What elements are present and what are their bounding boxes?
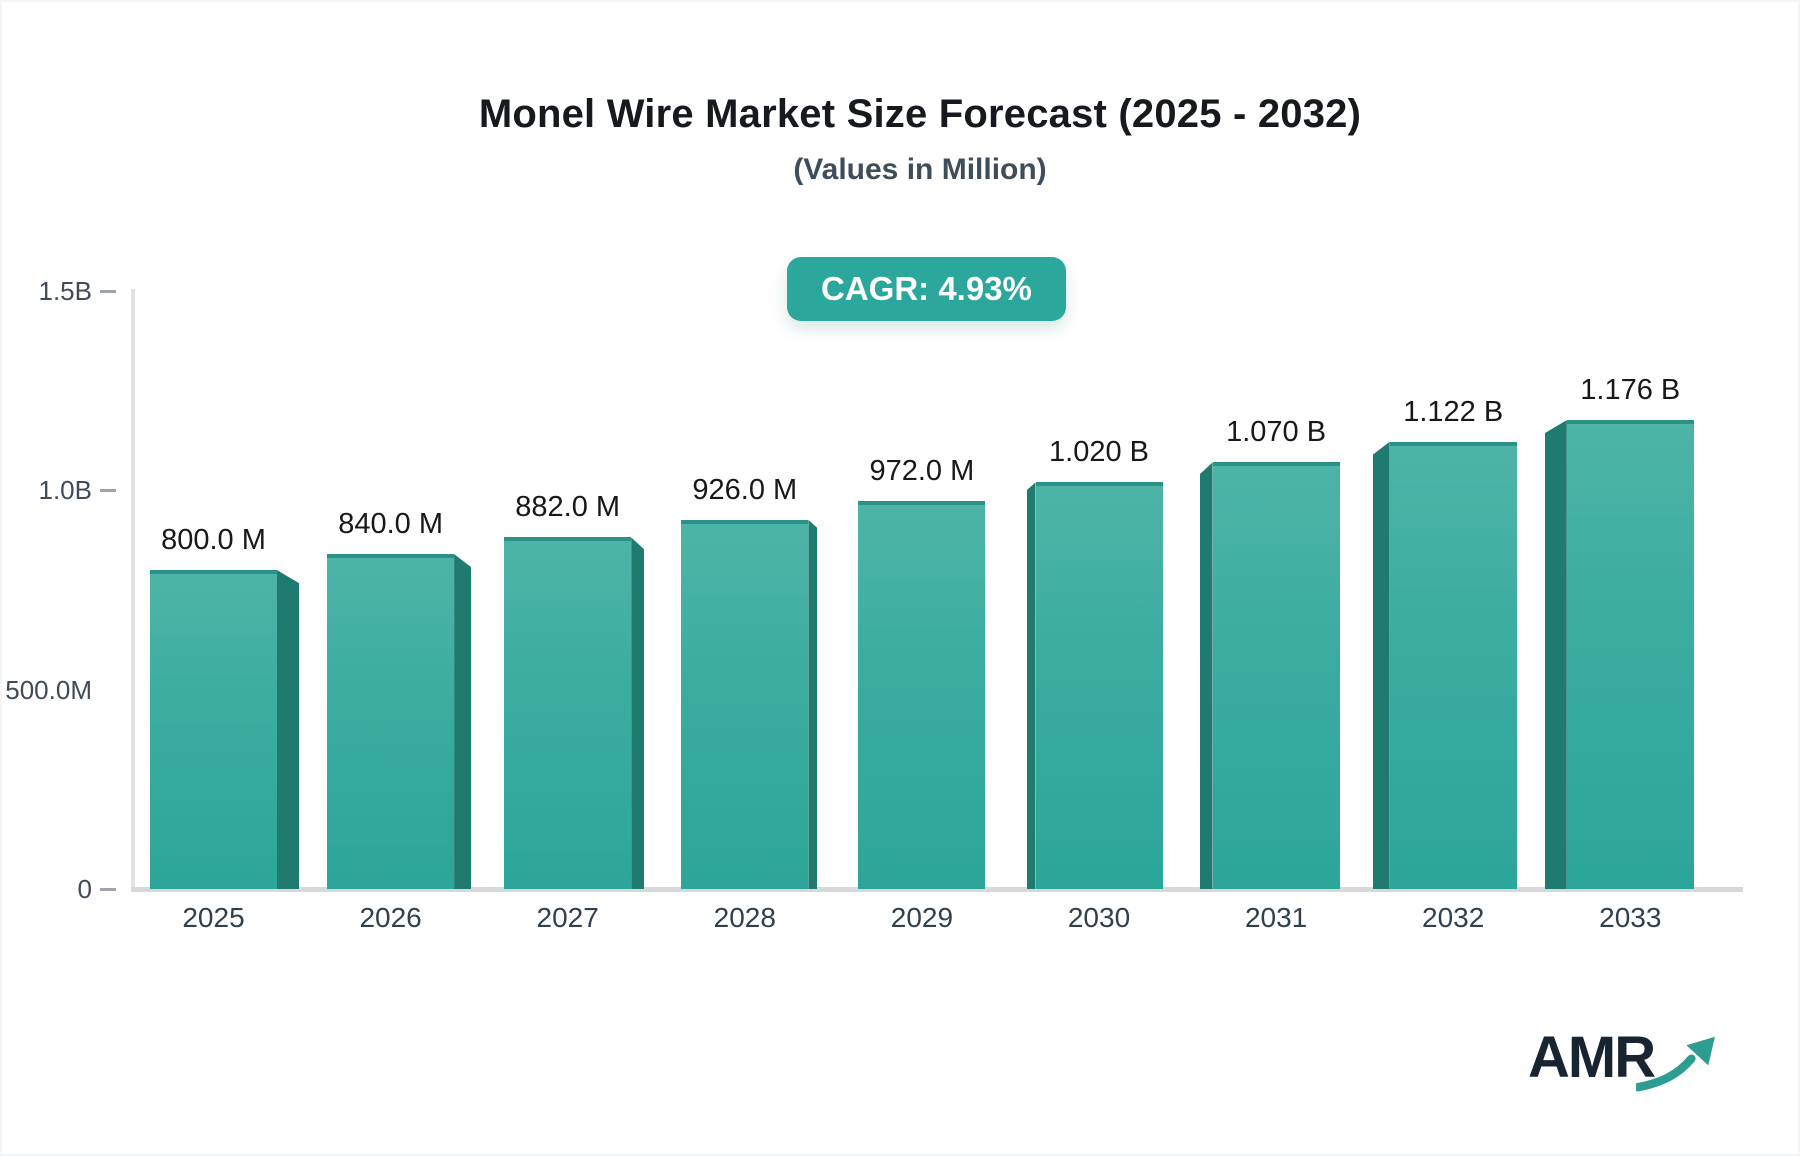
- bar-2032: [1389, 441, 1517, 889]
- bar-value-label: 1.176 B: [1580, 374, 1681, 407]
- bar-value-label: 1.122 B: [1403, 395, 1504, 428]
- bar-side-face: [1544, 420, 1567, 889]
- amr-logo: AMR: [1528, 1025, 1720, 1094]
- bar-2030: [1035, 482, 1163, 889]
- bar-value-label: 800.0 M: [161, 524, 266, 557]
- bar-side-face: [277, 570, 299, 889]
- x-axis-line: [131, 887, 1743, 892]
- chart-header: Monel Wire Market Size Forecast (2025 - …: [0, 0, 1800, 187]
- y-tick-dash: [100, 290, 116, 293]
- bar-2031: [1212, 462, 1340, 889]
- bar-2026: [327, 554, 455, 889]
- bar-value-label: 882.0 M: [515, 491, 621, 524]
- bar-2033: [1566, 420, 1694, 889]
- y-tick-label: 500.0M: [5, 674, 92, 705]
- y-tick-dash: [100, 888, 116, 891]
- y-tick-label: 1.0B: [38, 475, 93, 506]
- x-tick-label: 2030: [1067, 902, 1131, 933]
- bar-value-label: 926.0 M: [692, 473, 798, 506]
- bar-2028: [681, 519, 809, 889]
- growth-arrow-icon: [1636, 1036, 1716, 1092]
- x-tick-label: 2033: [1599, 902, 1662, 933]
- chart-title: Monel Wire Market Size Forecast (2025 - …: [478, 92, 1362, 136]
- x-tick-label: 2026: [359, 902, 422, 933]
- bar-side-face: [1026, 482, 1036, 889]
- x-tick-label: 2025: [182, 902, 245, 933]
- bar-2029: [858, 501, 986, 889]
- x-tick-label: 2032: [1422, 902, 1485, 933]
- bar-side-face: [1372, 441, 1390, 889]
- bar-side-face: [454, 554, 472, 889]
- y-tick-dash: [100, 489, 116, 493]
- x-tick-label: 2027: [536, 902, 599, 933]
- amr-logo-text: AMR: [1528, 1025, 1656, 1090]
- cagr-badge: CAGR: 4.93%: [787, 257, 1066, 321]
- x-tick-label: 2029: [890, 902, 954, 933]
- x-tick-label: 2028: [713, 902, 776, 933]
- y-tick-label: 0: [77, 874, 92, 904]
- bar-value-label: 840.0 M: [338, 508, 443, 541]
- bar-value-label: 1.020 B: [1049, 436, 1149, 469]
- bar-side-face: [808, 519, 818, 889]
- x-tick-label: 2031: [1244, 902, 1308, 933]
- bar-side-face: [631, 537, 645, 889]
- bar-side-face: [1199, 462, 1213, 889]
- y-axis-line: [131, 289, 135, 889]
- bar-value-label: 1.070 B: [1226, 416, 1327, 449]
- y-tick-label: 1.5B: [38, 276, 93, 306]
- bar-2027: [504, 537, 632, 889]
- chart-subtitle: (Values in Million): [793, 153, 1047, 186]
- bar-2025: [150, 570, 277, 889]
- bar-value-label: 972.0 M: [869, 455, 975, 488]
